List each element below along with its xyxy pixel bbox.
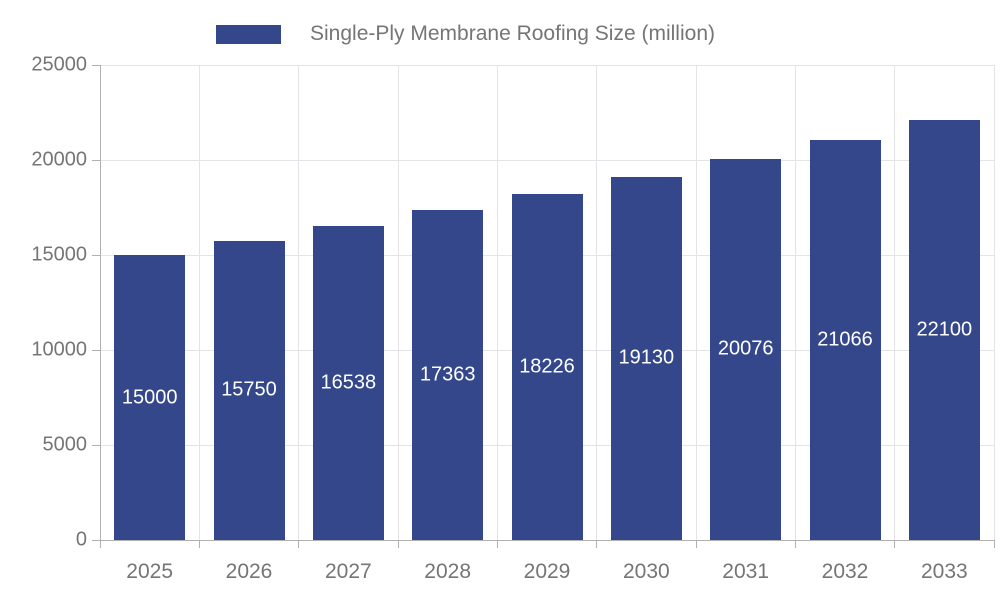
legend-swatch [216,24,281,44]
x-axis-tick [298,540,300,548]
y-axis-tick [92,349,100,351]
x-axis-tick [596,540,598,548]
y-tick-label: 20000 [31,148,87,171]
y-axis-line [99,65,101,548]
gridline-vertical [794,65,796,540]
y-axis-tick [92,64,100,66]
x-tick-label-2031: 2031 [722,560,770,583]
bar-value-label-2033: 22100 [916,318,973,341]
bar-2026[interactable] [213,240,285,540]
legend-label: Single-Ply Membrane Roofing Size (millio… [310,22,715,45]
bar-value-label-2026: 15750 [221,378,277,401]
bar-value-label-2032: 21066 [817,328,873,351]
x-axis-tick [993,540,995,548]
bar-value-label-2030: 19130 [618,346,675,369]
x-tick-label-2027: 2027 [324,560,372,583]
gridline-vertical [198,65,200,540]
y-axis-tick [92,254,100,256]
x-axis-tick [198,540,200,548]
bar-2025[interactable] [114,255,186,540]
y-axis-tick [92,444,100,446]
bar-2028[interactable] [412,210,484,540]
bar-value-label-2031: 20076 [717,337,774,360]
bar-value-label-2027: 16538 [320,371,377,394]
gridline-vertical [596,65,598,540]
gridline-vertical [894,65,896,540]
bar-2033[interactable] [908,120,980,540]
gridline-horizontal [100,64,994,66]
x-tick-label-2028: 2028 [424,560,472,583]
x-tick-label-2032: 2032 [821,560,869,583]
x-axis-tick [496,540,498,548]
gridline-vertical [496,65,498,540]
x-axis-tick [794,540,796,548]
x-tick-label-2025: 2025 [126,560,174,583]
bar-value-label-2025: 15000 [121,386,178,408]
y-tick-label: 5000 [42,433,88,456]
gridline-vertical [695,65,697,540]
bar-2032[interactable] [809,139,881,540]
bar-2030[interactable] [610,176,682,540]
legend-item[interactable]: Single-Ply Membrane Roofing Size (millio… [216,22,715,46]
x-tick-label-2026: 2026 [225,560,273,583]
x-tick-label-2029: 2029 [523,560,571,583]
bar-value-label-2029: 18226 [519,355,575,378]
y-tick-label: 0 [75,528,87,551]
x-axis-line [92,539,994,541]
x-axis-tick [397,540,399,548]
bar-2027[interactable] [312,225,384,540]
y-tick-label: 10000 [31,338,87,361]
gridline-horizontal [100,159,994,161]
x-tick-label-2033: 2033 [920,560,968,583]
gridline-vertical [298,65,300,540]
x-axis-tick [695,540,697,548]
gridline-vertical [993,65,995,540]
y-tick-label: 15000 [31,243,87,266]
x-tick-label-2030: 2030 [622,560,670,583]
bar-2029[interactable] [511,193,583,540]
y-tick-label: 25000 [31,53,87,76]
y-axis-tick [92,159,100,161]
x-axis-tick [894,540,896,548]
bar-2031[interactable] [710,158,782,540]
bar-value-label-2028: 17363 [419,363,476,386]
gridline-vertical [397,65,399,540]
